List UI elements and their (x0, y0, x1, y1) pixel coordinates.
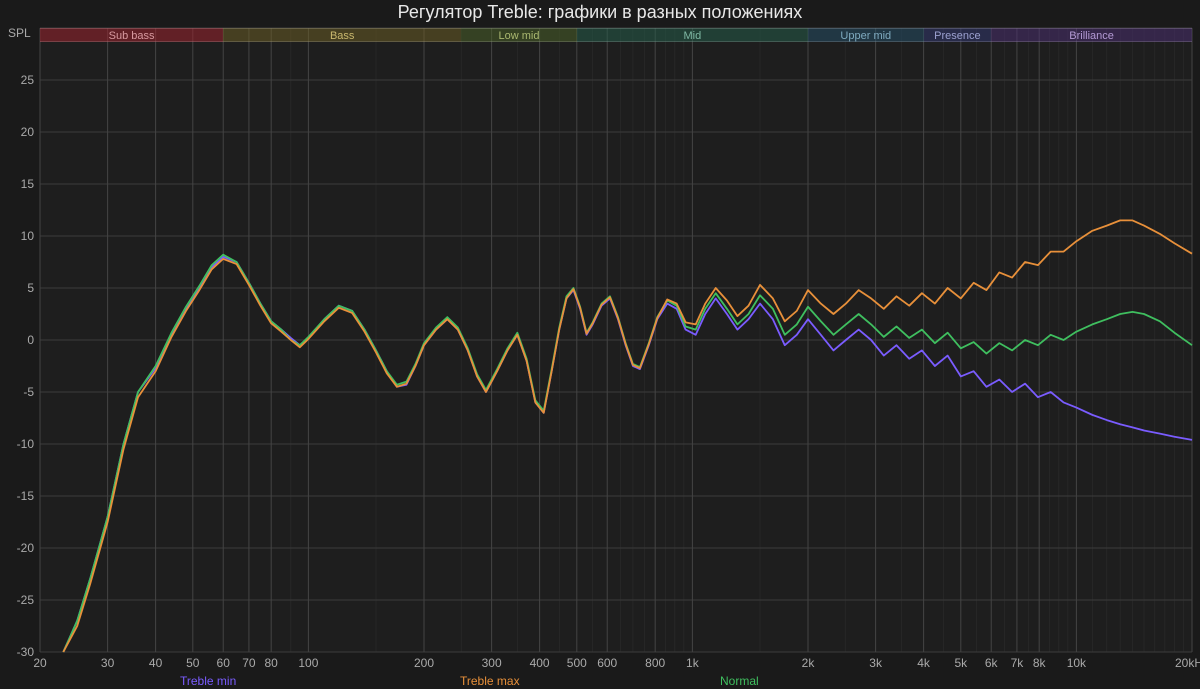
y-tick: -10 (4, 437, 34, 451)
x-tick: 70 (242, 656, 255, 670)
y-tick: 25 (4, 73, 34, 87)
y-tick: -30 (4, 645, 34, 659)
legend-normal: Normal (720, 674, 759, 688)
x-tick: 10k (1067, 656, 1086, 670)
x-tick: 1k (686, 656, 699, 670)
x-tick: 200 (414, 656, 434, 670)
band-mid: Mid (577, 28, 808, 42)
x-tick: 800 (645, 656, 665, 670)
x-tick: 8k (1033, 656, 1046, 670)
chart-container: Регулятор Treble: графики в разных полож… (0, 0, 1200, 689)
x-tick: 20kHz (1175, 656, 1200, 670)
band-presence: Presence (924, 28, 992, 42)
x-tick: 60 (217, 656, 230, 670)
y-tick: 0 (4, 333, 34, 347)
x-tick: 3k (869, 656, 882, 670)
y-tick: 10 (4, 229, 34, 243)
y-tick: -25 (4, 593, 34, 607)
x-tick: 50 (186, 656, 199, 670)
legend-treble-min: Treble min (180, 674, 236, 688)
x-tick: 4k (917, 656, 930, 670)
y-tick: 15 (4, 177, 34, 191)
band-brilliance: Brilliance (991, 28, 1192, 42)
x-tick: 80 (265, 656, 278, 670)
band-sub-bass: Sub bass (40, 28, 223, 42)
y-tick: 5 (4, 281, 34, 295)
x-tick: 300 (482, 656, 502, 670)
x-tick: 5k (954, 656, 967, 670)
x-tick: 20 (33, 656, 46, 670)
band-bass: Bass (223, 28, 461, 42)
x-tick: 100 (298, 656, 318, 670)
x-tick: 30 (101, 656, 114, 670)
x-tick: 6k (985, 656, 998, 670)
x-tick: 400 (530, 656, 550, 670)
x-tick: 600 (597, 656, 617, 670)
band-low-mid: Low mid (461, 28, 577, 42)
y-tick: -5 (4, 385, 34, 399)
y-tick: -15 (4, 489, 34, 503)
y-tick: -20 (4, 541, 34, 555)
x-tick: 2k (802, 656, 815, 670)
x-tick: 7k (1011, 656, 1024, 670)
band-upper-mid: Upper mid (808, 28, 924, 42)
y-tick: 20 (4, 125, 34, 139)
chart-svg (0, 0, 1200, 689)
x-tick: 40 (149, 656, 162, 670)
x-tick: 500 (567, 656, 587, 670)
legend-treble-max: Treble max (460, 674, 520, 688)
